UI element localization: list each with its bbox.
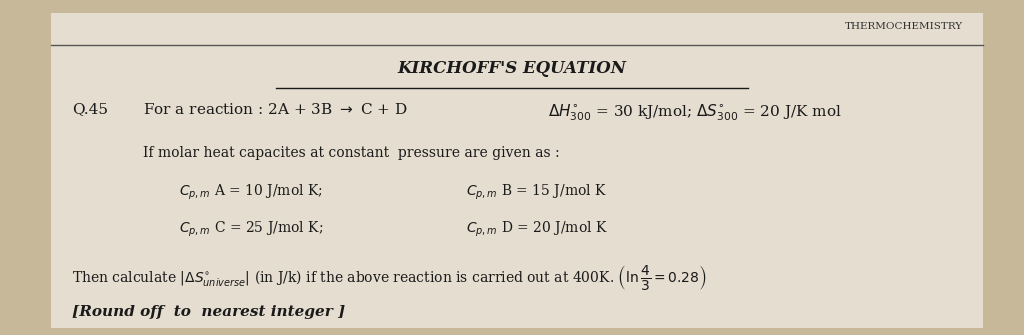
Text: $C_{p,m}$ B = 15 J/mol K: $C_{p,m}$ B = 15 J/mol K: [466, 183, 607, 202]
Text: $C_{p,m}$ A = 10 J/mol K;: $C_{p,m}$ A = 10 J/mol K;: [179, 183, 323, 202]
Text: For a reaction : 2A + 3B $\rightarrow$ C + D: For a reaction : 2A + 3B $\rightarrow$ C…: [143, 102, 408, 117]
Text: [Round off  to  nearest integer ]: [Round off to nearest integer ]: [72, 305, 345, 319]
Text: $C_{p,m}$ D = 20 J/mol K: $C_{p,m}$ D = 20 J/mol K: [466, 219, 608, 239]
Text: THERMOCHEMISTRY: THERMOCHEMISTRY: [845, 22, 963, 31]
Text: If molar heat capacites at constant  pressure are given as :: If molar heat capacites at constant pres…: [143, 146, 560, 160]
Text: Q.45: Q.45: [72, 102, 108, 116]
Text: KIRCHOFF'S EQUATION: KIRCHOFF'S EQUATION: [397, 60, 627, 77]
Text: $\Delta H^{\circ}_{300}$ = 30 kJ/mol; $\Delta S^{\circ}_{300}$ = 20 J/K mol: $\Delta H^{\circ}_{300}$ = 30 kJ/mol; $\…: [548, 102, 842, 123]
Text: $C_{p,m}$ C = 25 J/mol K;: $C_{p,m}$ C = 25 J/mol K;: [179, 219, 324, 239]
Text: Then calculate $|\Delta S^{\circ}_{universe}|$ (in J/k) if the above reaction is: Then calculate $|\Delta S^{\circ}_{unive…: [72, 263, 706, 292]
FancyBboxPatch shape: [51, 13, 983, 328]
